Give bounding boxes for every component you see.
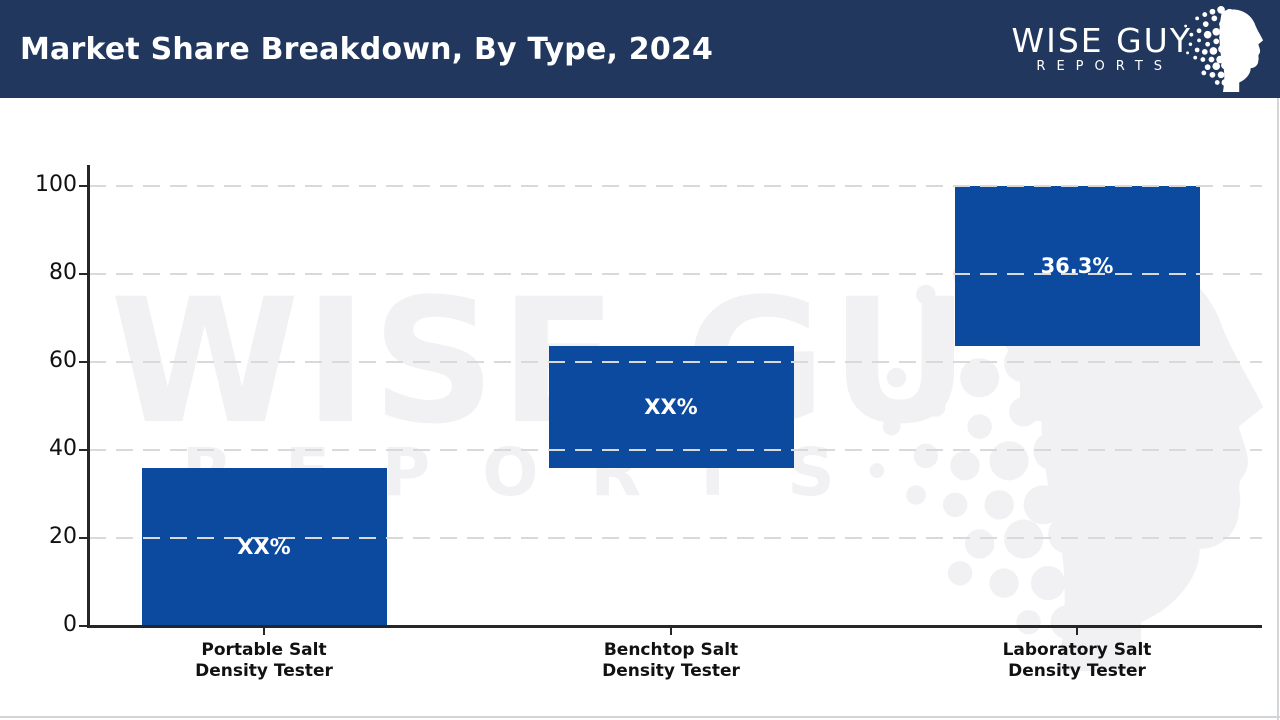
x-category-label-3: Laboratory Salt Density Tester [947,640,1207,682]
gridline-100 [89,185,1262,187]
x-tick-2 [670,628,672,635]
gridline-60 [89,361,1262,363]
bar-value-label-1: XX% [237,534,291,559]
logo-subtitle: REPORTS [1036,59,1174,75]
chart-title: Market Share Breakdown, By Type, 2024 [20,31,714,67]
gridline-80 [89,273,1262,275]
y-tick-0 [79,625,87,627]
brand-logo-text: WISE GUY REPORTS [1011,20,1192,75]
y-tick-label-40: 40 [49,436,77,461]
x-category-label-line: Laboratory Salt [1002,640,1152,660]
bar-segment-1 [141,467,387,626]
y-axis-line [87,165,90,628]
header: Market Share Breakdown, By Type, 2024 WI… [0,0,1280,98]
y-tick-label-20: 20 [49,524,77,549]
page-right-border [1277,98,1279,720]
y-tick-100 [79,185,87,187]
bar-value-label-2: XX% [644,394,698,419]
x-tick-1 [263,628,265,635]
x-category-label-1: Portable Salt Density Tester [134,640,394,682]
y-tick-80 [79,273,87,275]
x-category-label-line: Density Tester [602,661,740,681]
page-bottom-border [0,716,1280,718]
y-tick-label-100: 100 [35,172,77,197]
x-category-label-2: Benchtop Salt Density Tester [541,640,801,682]
y-tick-label-80: 80 [49,260,77,285]
x-axis-line [87,625,1262,628]
bar-segment-2 [548,345,794,468]
x-category-label-line: Density Tester [195,661,333,681]
y-tick-20 [79,537,87,539]
y-tick-60 [79,361,87,363]
brand-logo: WISE GUY REPORTS [1011,3,1266,95]
x-category-label-line: Benchtop Salt [603,640,739,660]
bar-value-label-3: 36.3% [1040,253,1114,278]
x-category-label-line: Density Tester [1008,661,1146,681]
x-tick-3 [1076,628,1078,635]
chart-area: WISE GUY REPORTS 020406080100XX%XX%36.3%… [0,98,1280,720]
gridline-20 [89,537,1262,539]
y-tick-label-0: 0 [63,612,77,637]
y-tick-label-60: 60 [49,348,77,373]
gridline-40 [89,449,1262,451]
logo-wordmark: WISE GUY [1011,20,1192,60]
y-tick-40 [79,449,87,451]
x-category-label-line: Portable Salt [201,640,327,660]
